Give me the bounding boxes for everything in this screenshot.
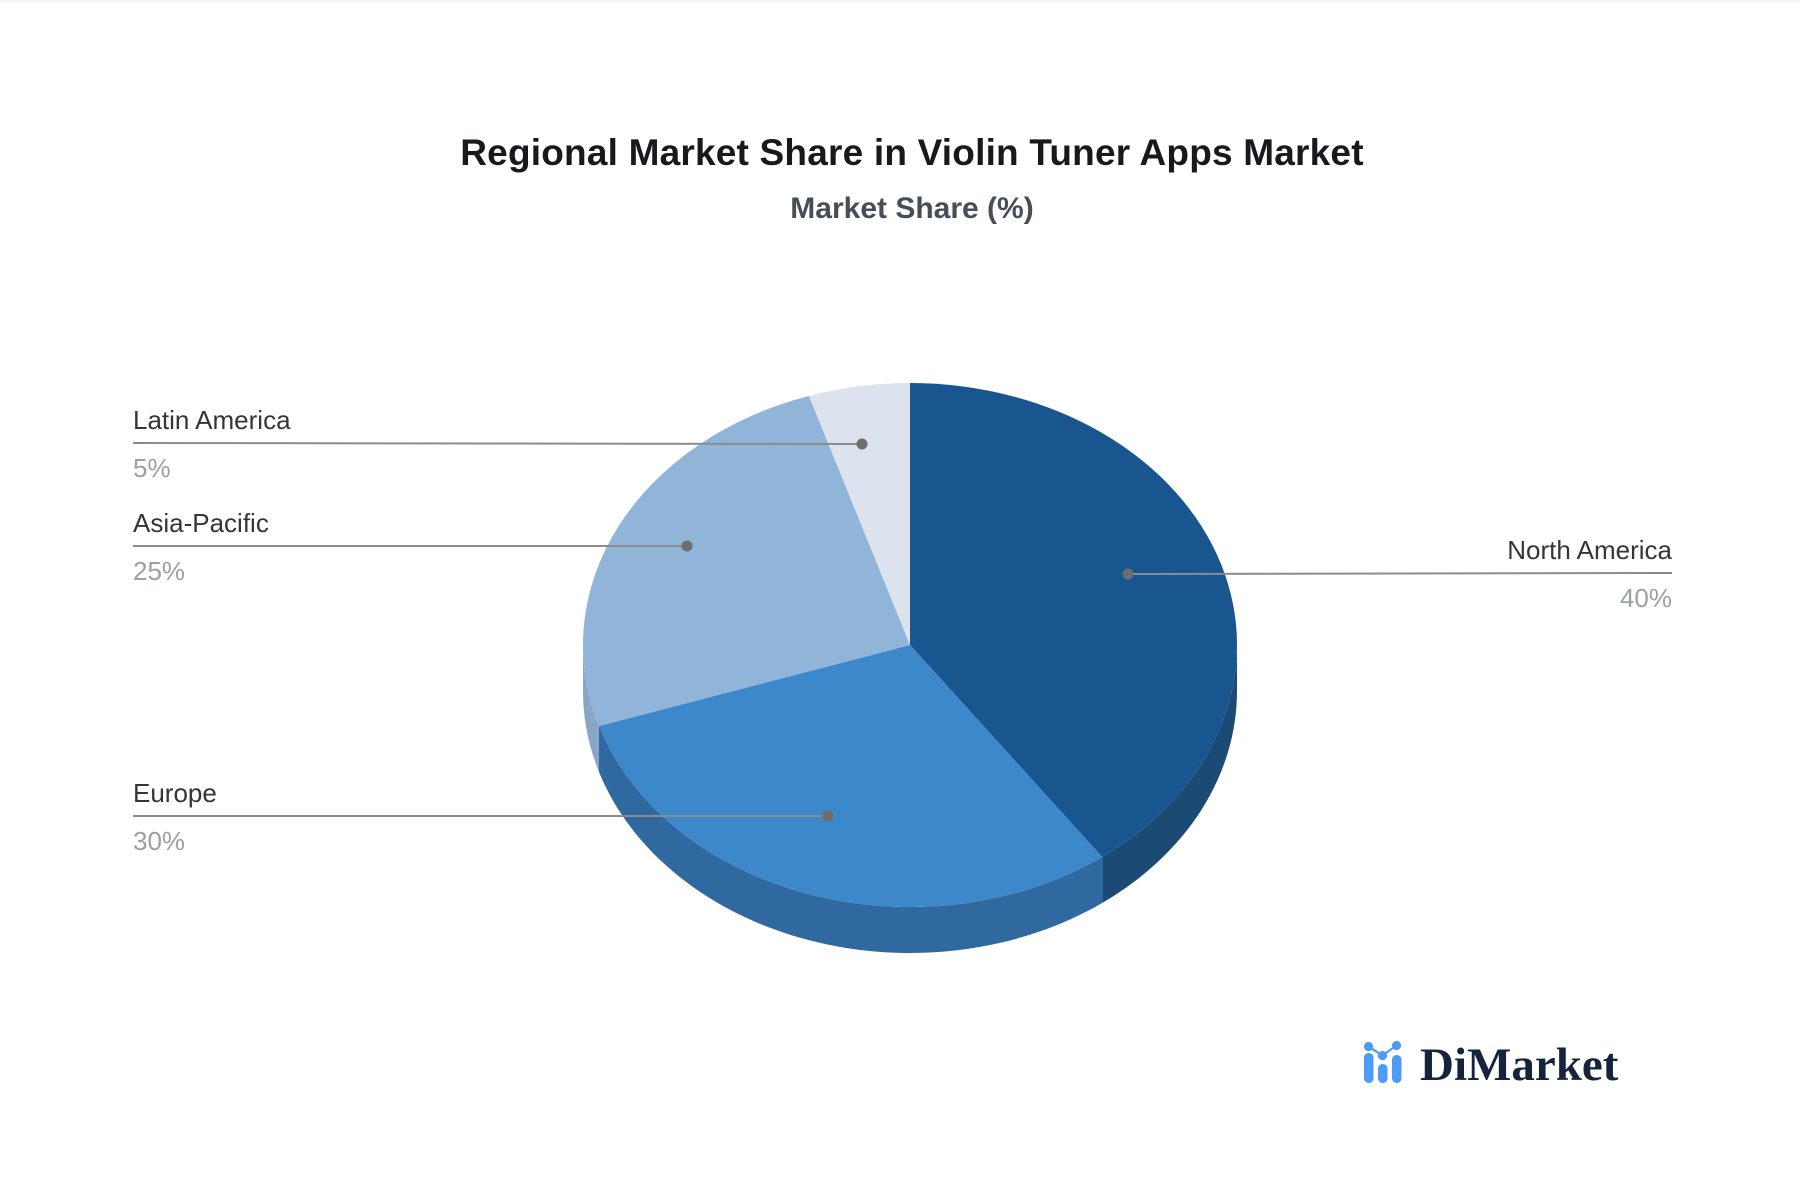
callout-asia-pacific: Asia-Pacific 25% <box>133 508 269 587</box>
leader-dot-asia-pacific <box>681 540 693 552</box>
callout-europe: Europe 30% <box>133 778 217 857</box>
pie-slice-north-america[interactable] <box>910 383 1237 857</box>
chart-title: Regional Market Share in Violin Tuner Ap… <box>460 132 1364 173</box>
leader-dot-latin-america <box>856 438 868 450</box>
chart-header: Regional Market Share in Violin Tuner Ap… <box>12 0 1800 226</box>
leader-dot-europe <box>822 810 834 822</box>
pie-slice-side-north-america[interactable] <box>1102 645 1237 903</box>
slice-label-north-america: North America <box>1507 535 1672 565</box>
pie-slice-side-europe[interactable] <box>599 725 1103 953</box>
callout-north-america: North America 40% <box>1507 535 1672 614</box>
slice-label-asia-pacific: Asia-Pacific <box>133 508 269 538</box>
slice-value-asia-pacific: 25% <box>133 556 186 586</box>
callout-latin-america: Latin America 5% <box>133 405 291 484</box>
slice-label-europe: Europe <box>133 778 217 808</box>
leader-line-north-america <box>1127 572 1673 575</box>
slice-label-latin-america: Latin America <box>133 405 291 435</box>
leader-line-latin-america <box>132 442 863 445</box>
slice-value-latin-america: 5% <box>133 453 171 483</box>
dimarket-logo-text: DiMarket <box>1420 1039 1619 1091</box>
slice-value-europe: 30% <box>133 826 186 856</box>
pie-slice-latin-america[interactable] <box>808 383 910 645</box>
pie-slice-europe[interactable] <box>599 645 1103 908</box>
bar-chart-logo-icon <box>1363 1040 1402 1083</box>
chart-subtitle: Market Share (%) <box>790 192 1034 225</box>
pie-slice-side-asia-pacific[interactable] <box>583 645 600 772</box>
leader-dot-north-america <box>1122 568 1134 580</box>
top-border-strip <box>0 0 1800 3</box>
dimarket-logo: DiMarket <box>1363 1040 1618 1090</box>
pie-slice-asia-pacific[interactable] <box>583 395 910 726</box>
slice-value-north-america: 40% <box>1619 583 1672 613</box>
